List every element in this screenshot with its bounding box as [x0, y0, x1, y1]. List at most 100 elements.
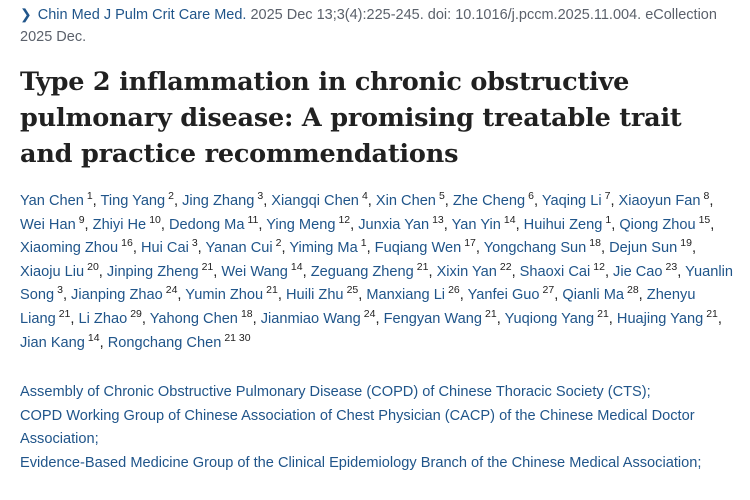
affiliation-ref[interactable]: 22	[499, 260, 512, 273]
author-name-link[interactable]: Jing Zhang	[182, 193, 255, 209]
author-name-link[interactable]: Yiming Ma	[289, 240, 358, 257]
affiliation-ref[interactable]: 21	[266, 284, 278, 297]
author-name-link[interactable]: Zeguang Zheng	[310, 263, 414, 280]
affiliation-ref[interactable]: 15	[698, 213, 711, 226]
author-item: Yiming Ma 1	[289, 237, 367, 257]
author-name-link[interactable]: Xixin Yan	[436, 263, 497, 280]
affiliation-ref[interactable]: 13	[432, 213, 444, 226]
author-name-link[interactable]: Yan Yin	[451, 216, 501, 233]
affiliation-ref[interactable]: 9	[78, 213, 85, 226]
author-name-link[interactable]: Yaqing Li	[541, 193, 602, 209]
affiliation-ref[interactable]: 4	[361, 190, 368, 202]
affiliation-ref[interactable]: 5	[438, 190, 445, 202]
author-name-link[interactable]: Yongchang Sun	[483, 240, 587, 257]
affiliation-ref[interactable]: 3	[57, 284, 63, 297]
author-name-link[interactable]: Qiong Zhou	[619, 216, 696, 233]
separator: ,	[604, 263, 614, 280]
affiliation-ref[interactable]: 14	[290, 260, 303, 273]
author-name-link[interactable]: Yanan Cui	[205, 240, 273, 257]
author-name-link[interactable]: Xiaoju Liu	[20, 263, 85, 280]
affiliation-ref[interactable]: 1	[86, 190, 93, 202]
author-name-link[interactable]: Xiaoming Zhou	[20, 240, 119, 257]
author-name-link[interactable]: Ting Yang	[100, 193, 166, 209]
affiliation-ref[interactable]: 19	[680, 237, 692, 250]
affiliation-ref[interactable]: 21 30	[224, 331, 251, 344]
journal-link[interactable]: Chin Med J Pulm Crit Care Med.	[37, 7, 247, 23]
affiliation-ref[interactable]: 24	[363, 307, 376, 320]
author-name-link[interactable]: Yumin Zhou	[185, 287, 264, 304]
author-name-link[interactable]: Huili Zhu	[285, 287, 344, 304]
author-name-link[interactable]: Li Zhao	[78, 310, 128, 327]
affiliation-ref[interactable]: 3	[257, 190, 264, 202]
author-name-link[interactable]: Yahong Chen	[149, 310, 238, 327]
author-name-link[interactable]: Zhe Cheng	[452, 193, 526, 209]
author-name-link[interactable]: Junxia Yan	[358, 216, 430, 233]
affiliation-ref[interactable]: 21	[706, 307, 718, 320]
author-name-link[interactable]: Qianli Ma	[562, 287, 624, 304]
affiliation-ref[interactable]: 16	[121, 237, 133, 250]
affiliation-ref[interactable]: 14	[503, 213, 516, 226]
author-name-link[interactable]: Dejun Sun	[609, 240, 678, 257]
affiliation-ref[interactable]: 26	[448, 284, 460, 297]
author-name-link[interactable]: Jianping Zhao	[71, 287, 163, 304]
affiliation-ref[interactable]: 11	[247, 213, 259, 226]
affiliation-ref[interactable]: 21	[58, 307, 71, 320]
affiliation-link[interactable]: COPD Working Group of Chinese Associatio…	[20, 407, 695, 448]
affiliation-ref[interactable]: 8	[703, 190, 710, 202]
author-name-link[interactable]: Huihui Zeng	[523, 216, 603, 233]
affiliation-ref[interactable]: 12	[593, 260, 605, 273]
author-name-link[interactable]: Wei Wang	[221, 263, 288, 280]
affiliation-ref[interactable]: 6	[528, 190, 534, 202]
affiliation-ref[interactable]: 21	[485, 307, 497, 320]
affiliation-ref[interactable]: 1	[605, 213, 612, 226]
author-item: Huihui Zeng 1	[523, 213, 612, 233]
affiliation-ref[interactable]: 18	[589, 237, 601, 250]
author-name-link[interactable]: Huajing Yang	[616, 310, 704, 327]
affiliation-ref[interactable]: 2	[275, 237, 282, 250]
author-name-link[interactable]: Yuanlin Song	[20, 263, 733, 304]
author-name-link[interactable]: Xiangqi Chen	[271, 193, 359, 209]
affiliation-ref[interactable]: 29	[130, 307, 142, 320]
author-name-link[interactable]: Yuqiong Yang	[504, 310, 595, 327]
affiliation-ref[interactable]: 2	[168, 190, 175, 202]
author-name-link[interactable]: Jie Cao	[613, 263, 663, 280]
separator: ,	[84, 216, 93, 233]
author-name-link[interactable]: Xiaoyun Fan	[618, 193, 701, 209]
author-name-link[interactable]: Manxiang Li	[366, 287, 446, 304]
affiliation-link[interactable]: Assembly of Chronic Obstructive Pulmonar…	[20, 384, 651, 400]
author-name-link[interactable]: Xin Chen	[375, 193, 436, 209]
author-name-link[interactable]: Jian Kang	[20, 334, 85, 351]
affiliation-ref[interactable]: 20	[87, 260, 99, 273]
affiliation-ref[interactable]: 27	[542, 284, 555, 297]
author-name-link[interactable]: Yanfei Guo	[467, 287, 540, 304]
affiliation-ref[interactable]: 10	[149, 213, 161, 226]
affiliation-ref[interactable]: 3	[191, 237, 198, 250]
affiliation-ref[interactable]: 17	[464, 237, 476, 250]
affiliation-ref[interactable]: 21	[597, 307, 609, 320]
author-name-link[interactable]: Yan Chen	[20, 193, 84, 209]
affiliation-ref[interactable]: 18	[240, 307, 253, 320]
author-name-link[interactable]: Fuqiang Wen	[374, 240, 462, 257]
author-name-link[interactable]: Jianmiao Wang	[260, 310, 361, 327]
affiliation-ref[interactable]: 24	[165, 284, 178, 297]
author-name-link[interactable]: Dedong Ma	[168, 216, 245, 233]
affiliation-ref[interactable]: 23	[665, 260, 678, 273]
author-name-link[interactable]: Hui Cai	[140, 240, 189, 257]
author-name-link[interactable]: Fengyan Wang	[383, 310, 483, 327]
author-name-link[interactable]: Shaoxi Cai	[519, 263, 591, 280]
affiliation-ref[interactable]: 1	[360, 237, 367, 250]
affiliation-ref[interactable]: 21	[201, 260, 214, 273]
author-name-link[interactable]: Jinping Zheng	[106, 263, 199, 280]
author-name-link[interactable]: Ying Meng	[266, 216, 336, 233]
affiliation-ref[interactable]: 28	[626, 284, 639, 297]
author-name-link[interactable]: Zhiyi He	[92, 216, 147, 233]
affiliation-link[interactable]: Evidence-Based Medicine Group of the Cli…	[20, 454, 702, 471]
affiliation-ref[interactable]: 12	[338, 213, 351, 226]
author-name-link[interactable]: Rongchang Chen	[107, 334, 222, 351]
affiliation-ref[interactable]: 25	[346, 284, 359, 297]
affiliation-ref[interactable]: 21	[416, 260, 429, 273]
author-name-link[interactable]: Wei Han	[20, 216, 76, 233]
author-name-link[interactable]: Zhenyu Liang	[20, 287, 696, 327]
affiliation-ref[interactable]: 14	[87, 331, 100, 344]
affiliation-ref[interactable]: 7	[604, 190, 611, 202]
